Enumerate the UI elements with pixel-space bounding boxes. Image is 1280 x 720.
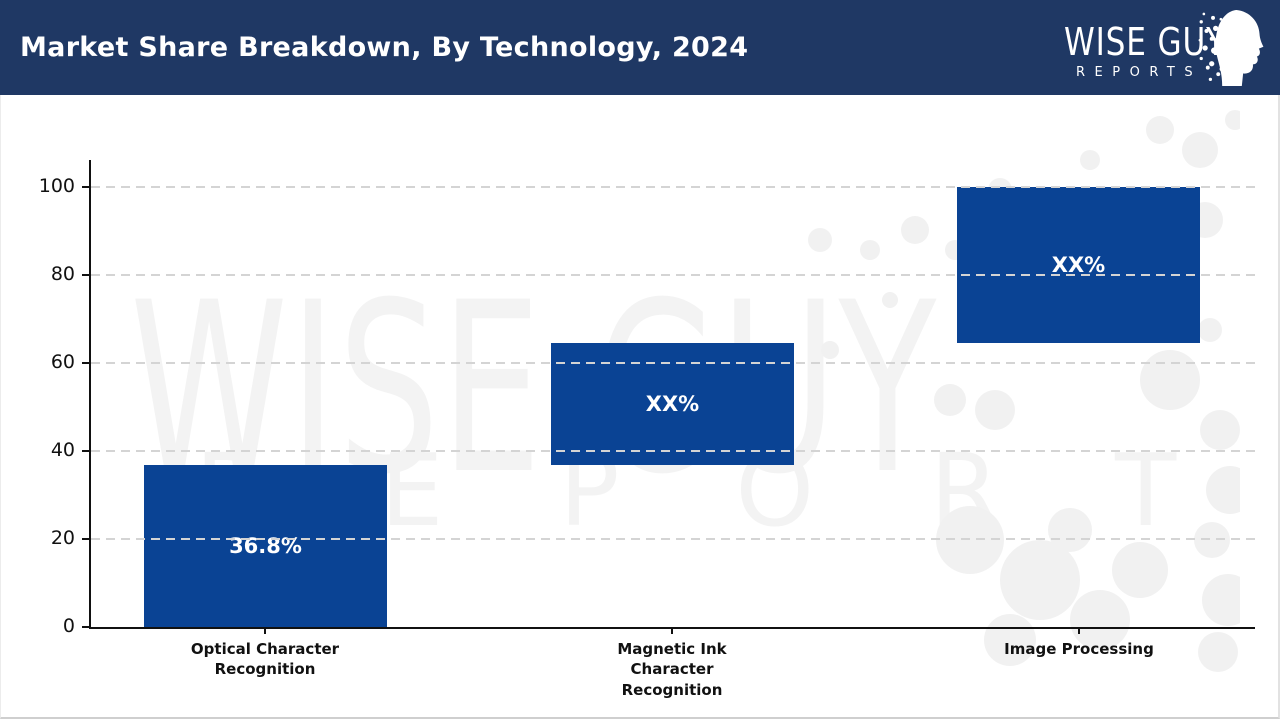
y-tick-label: 40 <box>50 439 75 461</box>
gridline <box>91 362 1255 364</box>
y-tick-label: 20 <box>50 527 75 549</box>
y-tick-label: 60 <box>50 351 75 373</box>
y-tick-mark <box>82 274 89 276</box>
face-profile-icon <box>1198 10 1264 86</box>
y-tick-mark <box>82 450 89 452</box>
wise-guy-logo: WISE GUY REPORTS <box>1028 6 1268 90</box>
y-tick-label: 100 <box>38 175 75 197</box>
bar-image-processing[interactable]: XX% <box>957 187 1200 344</box>
x-tick-mark <box>671 627 673 634</box>
bar-value-label: XX% <box>645 392 700 417</box>
y-tick-label: 80 <box>50 263 75 285</box>
gridline <box>91 186 1255 188</box>
logo-text: WISE GUY REPORTS <box>1064 20 1261 80</box>
logo-subtitle: REPORTS <box>1076 65 1203 80</box>
x-tick-mark <box>264 627 266 634</box>
logo-wordmark: WISE GUY <box>1064 20 1226 64</box>
header-bar: Market Share Breakdown, By Technology, 2… <box>0 0 1280 95</box>
x-category-label: Image Processing <box>1004 640 1154 658</box>
page-title: Market Share Breakdown, By Technology, 2… <box>20 32 749 63</box>
y-tick-mark <box>82 626 89 628</box>
gridline <box>91 274 1255 276</box>
y-tick-label: 0 <box>62 615 75 637</box>
x-category-label: Magnetic Ink Character Recognition <box>617 640 727 699</box>
gridline <box>91 450 1255 452</box>
x-category-label: Optical Character Recognition <box>190 640 340 679</box>
y-tick-mark <box>82 362 89 364</box>
plot-area: 0 20 40 60 80 100 36.8% XX% XX% Optical Chara… <box>39 160 1255 699</box>
bar-optical-character-recognition[interactable]: 36.8% <box>144 465 387 627</box>
x-tick-mark <box>1078 627 1080 634</box>
bar-value-label: XX% <box>1051 253 1106 278</box>
y-tick-mark <box>82 186 89 188</box>
gridline <box>91 538 1255 540</box>
y-tick-mark <box>82 538 89 540</box>
